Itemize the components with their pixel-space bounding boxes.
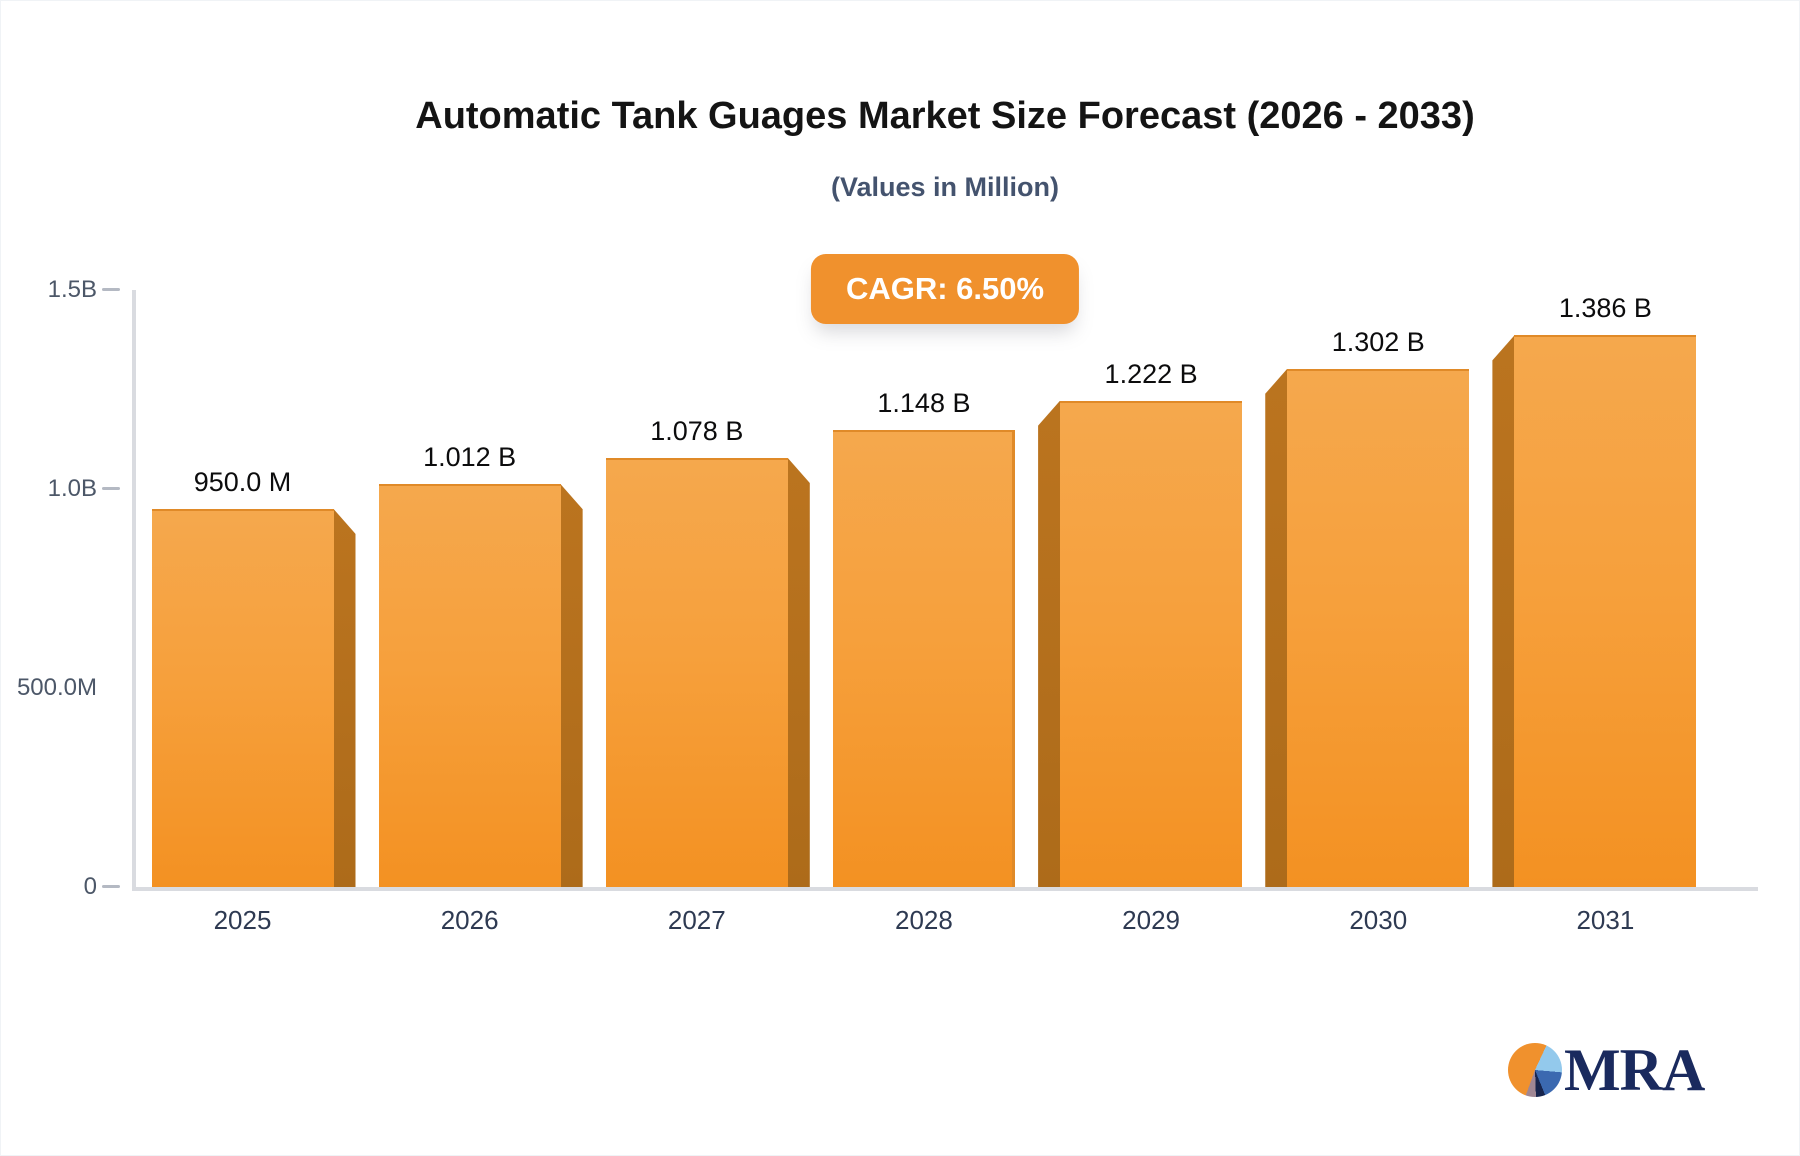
bar-side-2027 [787, 457, 810, 887]
y-axis-tick-label: 1.0B [47, 475, 97, 502]
cagr-badge: CAGR: 6.50% [810, 254, 1080, 324]
bar-side-2029 [1038, 400, 1061, 887]
bar-value-label: 1.148 B [877, 388, 971, 419]
x-axis-line [132, 887, 1758, 891]
y-axis-tick-dash [102, 885, 120, 888]
y-axis-tick-label: 0 [83, 873, 97, 900]
y-axis-line [132, 290, 136, 891]
x-axis-label-2027: 2027 [667, 905, 726, 935]
x-axis-label-2029: 2029 [1122, 905, 1181, 935]
bar-2027 [605, 457, 788, 887]
chart-title: Automatic Tank Guages Market Size Foreca… [415, 95, 1475, 137]
bar-value-label: 1.012 B [423, 442, 517, 473]
bar-side-2031 [1492, 335, 1515, 887]
x-axis-label-2031: 2031 [1576, 905, 1635, 935]
y-axis-tick-label: 500.0M [16, 674, 97, 701]
bar-value-label: 950.0 M [193, 466, 292, 497]
chart-subtitle: (Values in Million) [830, 172, 1060, 202]
brand-name: MRA [1564, 1037, 1705, 1103]
bar-value-label: 1.222 B [1104, 358, 1198, 389]
pie-chart-logo-icon [1508, 1043, 1562, 1097]
bar-2026 [378, 484, 561, 887]
bar-value-label: 1.302 B [1331, 326, 1425, 357]
x-axis-label-2026: 2026 [440, 905, 499, 935]
bar-side-2030 [1265, 368, 1288, 887]
y-axis-tick-dash [102, 288, 120, 291]
bar-value-label: 1.078 B [650, 415, 744, 446]
bar-2029 [1060, 400, 1243, 887]
bar-2025 [151, 508, 334, 887]
bar-side-2025 [333, 508, 356, 887]
x-axis-label-2030: 2030 [1349, 905, 1408, 935]
x-axis-label-2028: 2028 [895, 905, 953, 935]
bar-2030 [1287, 368, 1470, 887]
y-axis-tick-dash [102, 487, 120, 490]
bar-side-2026 [560, 484, 583, 887]
x-axis-label-2025: 2025 [213, 905, 272, 935]
bar-value-label: 1.386 B [1558, 293, 1652, 324]
y-axis-tick-label: 1.5B [47, 276, 97, 303]
bar-2028 [832, 430, 1015, 887]
bar-2031 [1514, 335, 1697, 887]
